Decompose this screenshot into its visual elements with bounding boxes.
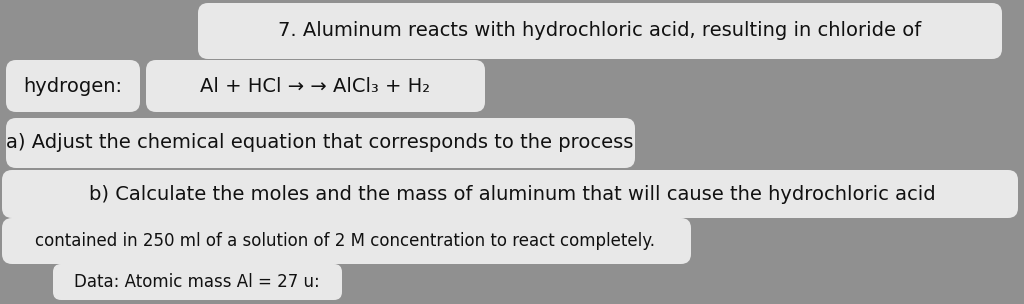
Text: a) Adjust the chemical equation that corresponds to the process: a) Adjust the chemical equation that cor… [6, 133, 634, 153]
Text: hydrogen:: hydrogen: [24, 77, 123, 95]
FancyBboxPatch shape [6, 60, 140, 112]
Text: contained in 250 ml of a solution of 2 M concentration to react completely.: contained in 250 ml of a solution of 2 M… [35, 232, 655, 250]
Text: Al + HCl → → AlCl₃ + H₂: Al + HCl → → AlCl₃ + H₂ [200, 77, 430, 95]
Text: b) Calculate the moles and the mass of aluminum that will cause the hydrochloric: b) Calculate the moles and the mass of a… [89, 185, 935, 203]
Text: Data: Atomic mass Al = 27 u:: Data: Atomic mass Al = 27 u: [74, 273, 319, 291]
FancyBboxPatch shape [53, 264, 342, 300]
FancyBboxPatch shape [2, 218, 691, 264]
FancyBboxPatch shape [146, 60, 485, 112]
FancyBboxPatch shape [198, 3, 1002, 59]
Text: 7. Aluminum reacts with hydrochloric acid, resulting in chloride of: 7. Aluminum reacts with hydrochloric aci… [279, 22, 922, 40]
FancyBboxPatch shape [2, 170, 1018, 218]
FancyBboxPatch shape [6, 118, 635, 168]
